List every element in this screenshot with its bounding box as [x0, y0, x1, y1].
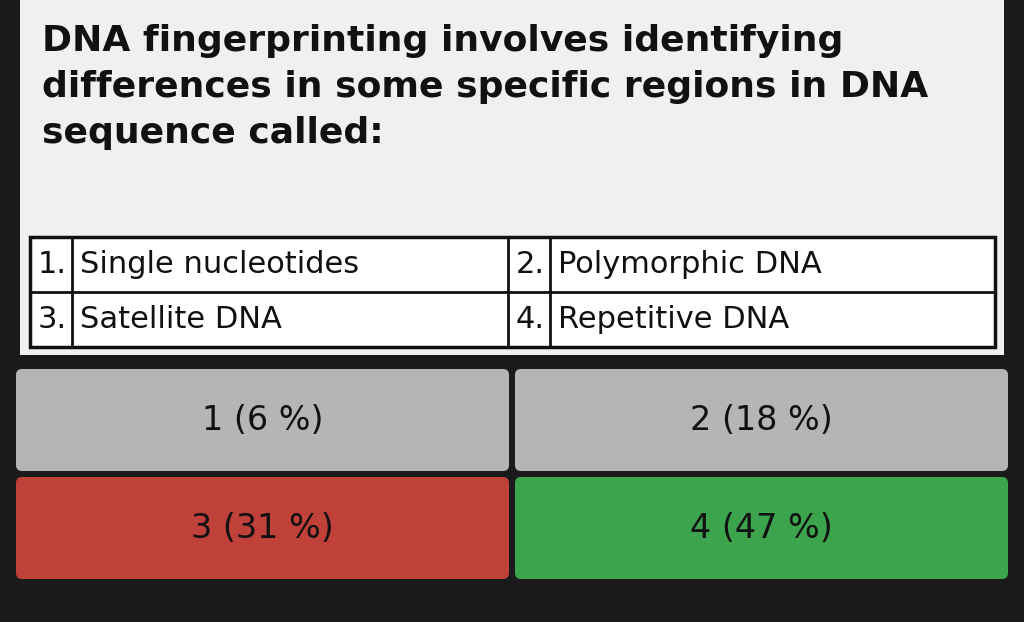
- Text: 1 (6 %): 1 (6 %): [202, 404, 324, 437]
- FancyBboxPatch shape: [515, 477, 1008, 579]
- Text: Repetitive DNA: Repetitive DNA: [558, 305, 788, 334]
- Text: 3.: 3.: [38, 305, 68, 334]
- Text: sequence called:: sequence called:: [42, 116, 384, 150]
- FancyBboxPatch shape: [16, 477, 509, 579]
- Text: Polymorphic DNA: Polymorphic DNA: [558, 250, 821, 279]
- Text: Single nucleotides: Single nucleotides: [80, 250, 359, 279]
- Text: DNA fingerprinting involves identifying: DNA fingerprinting involves identifying: [42, 24, 844, 58]
- Text: 2 (18 %): 2 (18 %): [690, 404, 833, 437]
- Text: Satellite DNA: Satellite DNA: [80, 305, 282, 334]
- Bar: [30, 237, 995, 347]
- FancyBboxPatch shape: [515, 369, 1008, 471]
- Text: 4.: 4.: [516, 305, 545, 334]
- Text: 2.: 2.: [516, 250, 545, 279]
- Bar: [20, 0, 1004, 355]
- Text: differences in some specific regions in DNA: differences in some specific regions in …: [42, 70, 928, 104]
- Text: 1.: 1.: [38, 250, 67, 279]
- FancyBboxPatch shape: [16, 369, 509, 471]
- Text: 3 (31 %): 3 (31 %): [191, 511, 334, 544]
- Text: 4 (47 %): 4 (47 %): [690, 511, 833, 544]
